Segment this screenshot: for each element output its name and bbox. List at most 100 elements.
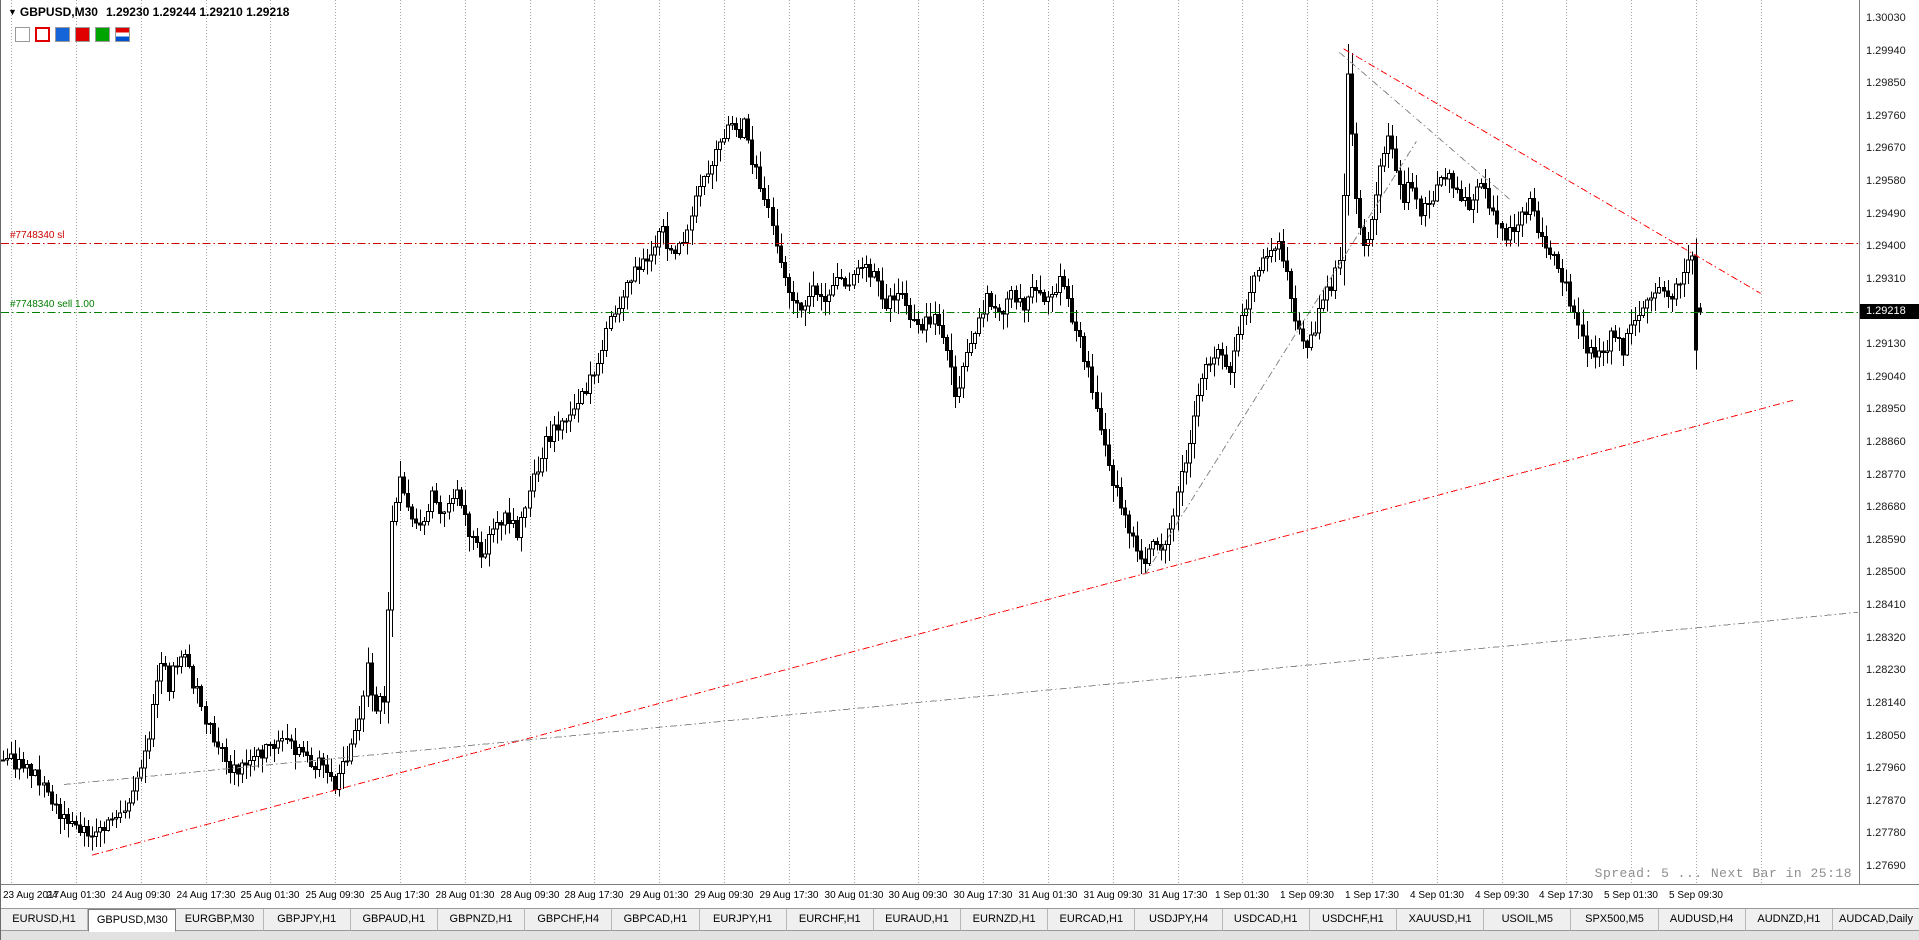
time-axis-label: 30 Aug 09:30 [888, 890, 948, 901]
tab-euraud-h1[interactable]: EURAUD,H1 [873, 909, 962, 931]
tab-usdchf-h1[interactable]: USDCHF,H1 [1309, 909, 1397, 931]
price-scale-label: 1.28050 [1866, 729, 1906, 742]
time-axis-label: 1 Sep 09:30 [1280, 890, 1334, 901]
tab-eurjpy-h1[interactable]: EURJPY,H1 [699, 909, 787, 931]
price-scale-label: 1.28320 [1866, 631, 1906, 644]
time-axis[interactable]: 23 Aug 2017 24 Aug 01:30 24 Aug 09:30 24 Au… [1, 884, 1919, 908]
time-axis-label: 31 Aug 17:30 [1148, 890, 1208, 901]
swatch-red-outline[interactable] [35, 27, 50, 42]
swatch-blue[interactable] [55, 27, 70, 42]
chart-symbol-period: GBPUSD,M30 [19, 5, 98, 19]
price-scale-label: 1.27960 [1866, 762, 1906, 775]
candlestick-chart-surface[interactable] [1, 0, 1859, 884]
time-axis-label: 24 Aug 17:30 [176, 890, 236, 901]
price-scale-label: 1.29040 [1866, 370, 1906, 383]
trendlines-layer [63, 48, 1858, 856]
tab-eurnzd-h1[interactable]: EURNZD,H1 [961, 909, 1049, 931]
time-axis-label: 30 Aug 17:30 [953, 890, 1013, 901]
order-line-label: #7748340 sl [10, 229, 65, 241]
grid-layer [11, 0, 1762, 884]
candles-layer [1, 43, 1702, 851]
tab-audcad-daily[interactable]: AUDCAD,Daily [1832, 909, 1919, 931]
tab-gbpusd-m30[interactable]: GBPUSD,M30 [88, 909, 177, 932]
trendline-ascending-gray-steep[interactable] [1144, 140, 1417, 575]
time-axis-label: 30 Aug 01:30 [824, 890, 884, 901]
chart-ohlc-values: 1.29230 1.29244 1.29210 1.29218 [105, 5, 290, 19]
tab-audnzd-h1[interactable]: AUDNZD,H1 [1745, 909, 1833, 931]
swatch-red[interactable] [75, 27, 90, 42]
swatch-striped-flag[interactable] [115, 27, 130, 42]
chart-window[interactable]: ▼ GBPUSD,M30 1.29230 1.29244 1.29210 1.292… [1, 0, 1919, 884]
tab-usdjpy-h4[interactable]: USDJPY,H4 [1135, 909, 1223, 931]
tab-spx500-m5[interactable]: SPX500,M5 [1571, 909, 1659, 931]
time-axis-label: 29 Aug 09:30 [694, 890, 754, 901]
price-scale-label: 1.29400 [1866, 240, 1906, 253]
time-axis-label: 25 Aug 01:30 [240, 890, 300, 901]
price-scale-label: 1.28860 [1866, 436, 1906, 448]
time-axis-label: 28 Aug 17:30 [564, 890, 624, 901]
price-scale-label: 1.27690 [1866, 860, 1906, 872]
trendline-ascending-gray-shallow[interactable] [63, 611, 1858, 785]
time-axis-label: 4 Sep 09:30 [1475, 890, 1529, 901]
time-axis-label: 28 Aug 01:30 [435, 890, 495, 901]
price-scale-label: 1.28500 [1866, 566, 1906, 579]
current-price-badge: 1.29218 [1860, 304, 1919, 320]
time-axis-label: 5 Sep 09:30 [1669, 890, 1723, 901]
price-scale-label: 1.29310 [1866, 272, 1906, 285]
tab-audusd-h4[interactable]: AUDUSD,H4 [1658, 909, 1746, 931]
time-axis-label: 28 Aug 09:30 [500, 890, 560, 901]
tab-gbpcad-h1[interactable]: GBPCAD,H1 [612, 909, 700, 931]
tab-gbpnzd-h1[interactable]: GBPNZD,H1 [437, 909, 526, 931]
price-scale-label: 1.29130 [1866, 338, 1906, 351]
price-scale-label: 1.30030 [1866, 12, 1906, 24]
tab-eurgbp-m30[interactable]: EURGBP,M30 [176, 909, 264, 931]
trendline-descending-gray-short[interactable] [1339, 52, 1510, 200]
tab-gbpjpy-h1[interactable]: GBPJPY,H1 [263, 909, 351, 931]
price-scale-label: 1.28410 [1866, 599, 1906, 612]
time-axis-label: 25 Aug 09:30 [305, 890, 365, 901]
price-scale-label: 1.27870 [1866, 794, 1906, 807]
trendline-ascending-support-red[interactable] [91, 399, 1794, 856]
chart-tab-bar: EURUSD,H1 GBPUSD,M30 EURGBP,M30 GBPJPY,H1 GB… [1, 908, 1919, 940]
price-scale-label: 1.29580 [1866, 175, 1906, 188]
chart-title: ▼ GBPUSD,M30 1.29230 1.29244 1.29210 1.292… [8, 5, 289, 19]
time-axis-label: 29 Aug 17:30 [759, 890, 819, 901]
price-scale-label: 1.29850 [1866, 77, 1906, 90]
order-line-label: #7748340 sell 1.00 [10, 298, 95, 310]
price-scale-label: 1.28770 [1866, 468, 1906, 481]
tab-eurchf-h1[interactable]: EURCHF,H1 [786, 909, 874, 931]
swatch-white-outline[interactable] [15, 27, 30, 42]
price-scale-label: 1.28590 [1866, 533, 1906, 546]
time-axis-label: 1 Sep 17:30 [1345, 890, 1399, 901]
time-axis-label: 29 Aug 01:30 [629, 890, 689, 901]
tab-eurcad-h1[interactable]: EURCAD,H1 [1048, 909, 1136, 931]
tab-usdcad-h1[interactable]: USDCAD,H1 [1222, 909, 1310, 931]
time-axis-label: 24 Aug 01:30 [46, 890, 106, 901]
price-scale-label: 1.28140 [1866, 696, 1906, 709]
tab-usoil-m5[interactable]: USOIL,M5 [1484, 909, 1572, 931]
order-lines-layer [1, 243, 1859, 313]
time-axis-label: 4 Sep 01:30 [1410, 890, 1464, 901]
swatch-green[interactable] [95, 27, 110, 42]
time-axis-label: 25 Aug 17:30 [370, 890, 430, 901]
time-axis-label: 1 Sep 01:30 [1215, 890, 1269, 901]
price-scale-label: 1.28680 [1866, 501, 1906, 514]
trendline-descending-resistance-red[interactable] [1343, 48, 1761, 294]
tab-gbpaud-h1[interactable]: GBPAUD,H1 [350, 909, 438, 931]
price-scale-label: 1.29490 [1866, 207, 1906, 220]
time-axis-label: 4 Sep 17:30 [1539, 890, 1593, 901]
tab-xauusd-h1[interactable]: XAUUSD,H1 [1397, 909, 1485, 931]
spread-nextbar-label: Spread: 5 ... Next Bar in 25:18 [1594, 866, 1852, 881]
color-swatch-toolbar [15, 27, 130, 42]
time-axis-label: 31 Aug 09:30 [1083, 890, 1143, 901]
tab-eurusd-h1[interactable]: EURUSD,H1 [1, 909, 89, 931]
time-axis-label: 31 Aug 01:30 [1018, 890, 1078, 901]
time-axis-label: 5 Sep 01:30 [1604, 890, 1658, 901]
price-scale[interactable]: 1.30030 1.29940 1.29850 1.29760 1.29670 1.295… [1859, 0, 1919, 884]
tab-gbpchf-h4[interactable]: GBPCHF,H4 [525, 909, 613, 931]
time-axis-label: 23 Aug 2017 [3, 890, 60, 901]
chart-menu-icon[interactable]: ▼ [8, 7, 17, 17]
price-scale-label: 1.29940 [1866, 44, 1906, 57]
price-scale-label: 1.28950 [1866, 403, 1906, 416]
